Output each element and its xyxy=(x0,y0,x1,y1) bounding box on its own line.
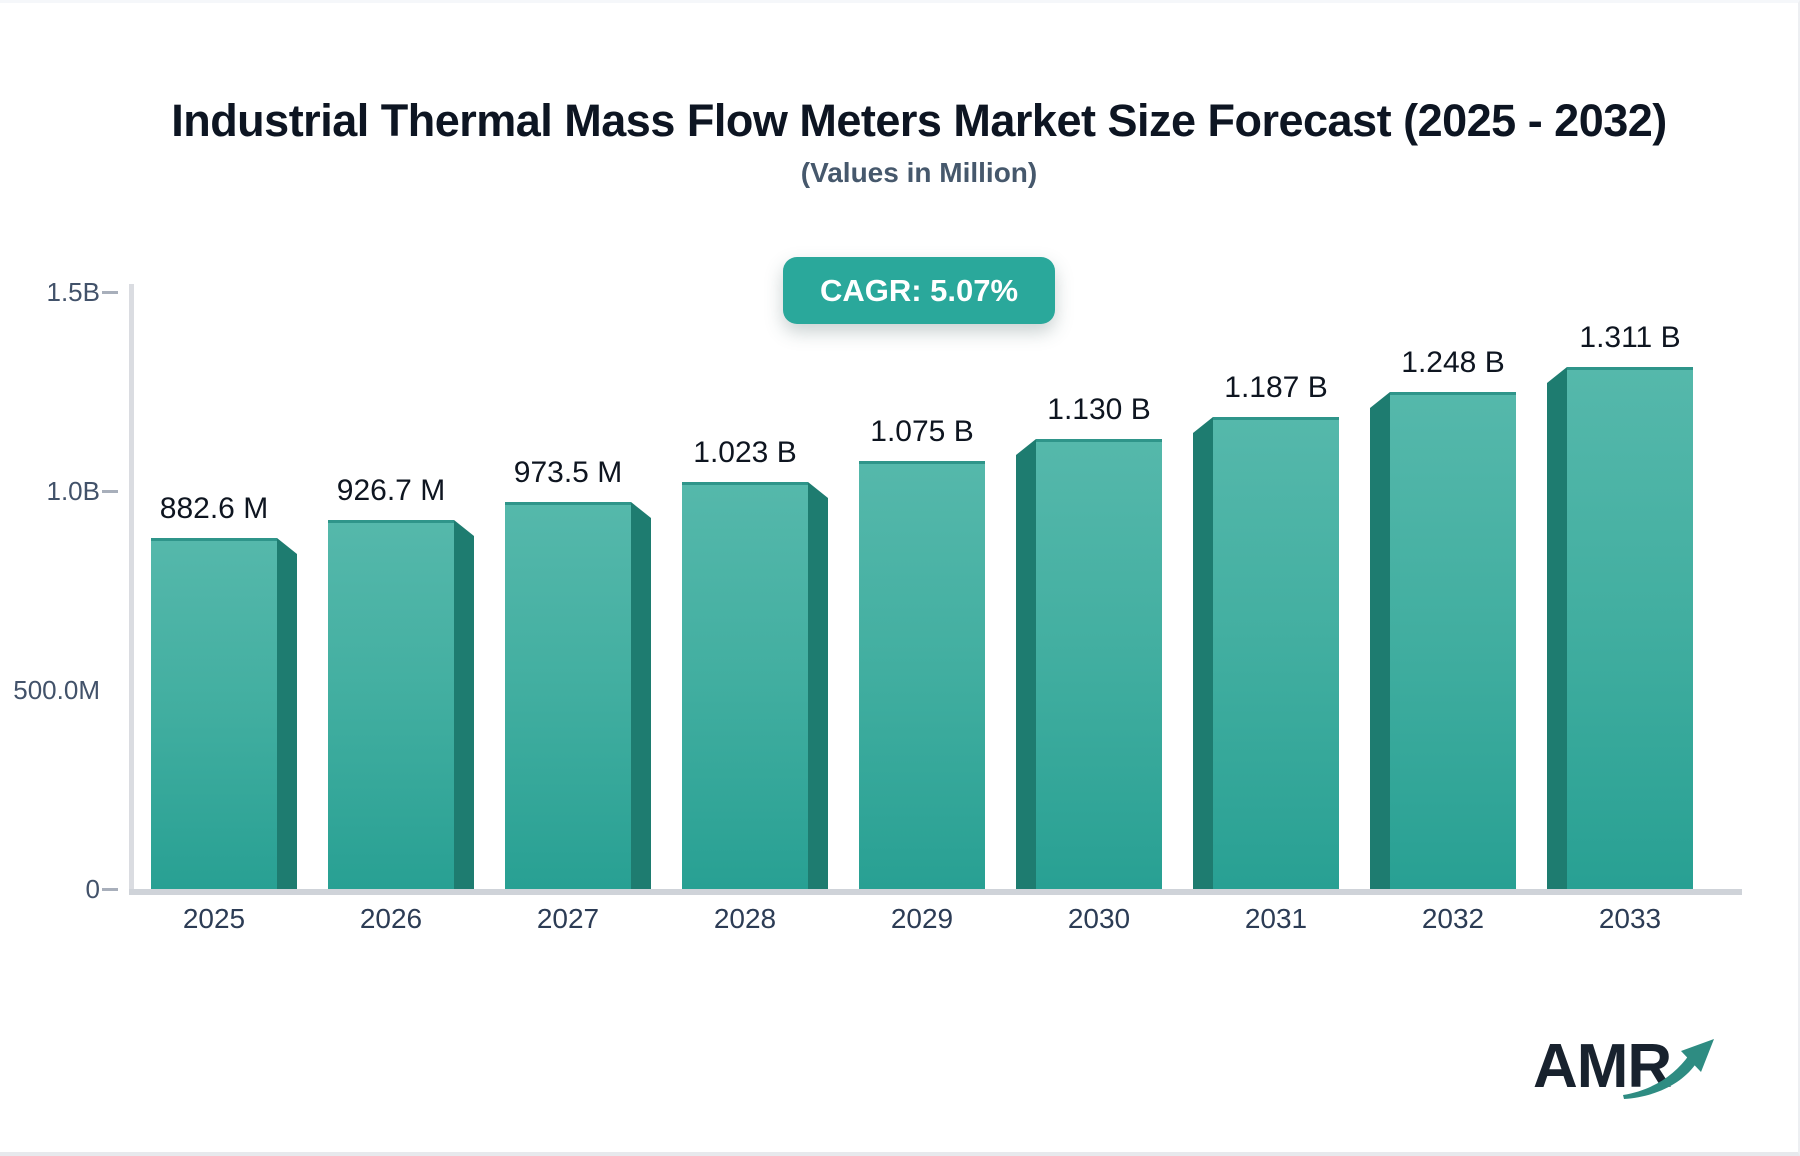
y-axis-line xyxy=(129,284,134,895)
bar-side-2027 xyxy=(631,502,651,889)
x-tick-label-2029: 2029 xyxy=(890,903,954,934)
bar-value-label-2027: 973.5 M xyxy=(513,456,623,489)
bar-2030 xyxy=(1036,439,1162,889)
x-tick-label-2025: 2025 xyxy=(182,903,246,934)
y-tick-label-0: 0 xyxy=(85,874,100,904)
bar-side-2025 xyxy=(277,538,297,889)
x-tick-label-2030: 2030 xyxy=(1067,903,1131,934)
bar-value-label-2026: 926.7 M xyxy=(336,474,446,507)
y-tick-label-1.5B: 1.5B xyxy=(46,277,101,307)
y-tick-dash-1.5B xyxy=(102,291,118,294)
bar-value-label-2031: 1.187 B xyxy=(1224,371,1328,404)
x-axis-baseline xyxy=(129,889,1742,895)
bar-side-2028 xyxy=(808,482,828,889)
bar-side-2033 xyxy=(1547,367,1567,889)
y-tick-label-500.0M: 500.0M xyxy=(13,675,100,705)
y-tick-dash-0 xyxy=(102,888,118,891)
bar-2029 xyxy=(859,461,985,889)
cagr-badge: CAGR: 5.07% xyxy=(782,257,1056,324)
bar-side-2032 xyxy=(1370,392,1390,889)
x-tick-label-2027: 2027 xyxy=(536,903,600,934)
x-tick-label-2028: 2028 xyxy=(713,903,777,934)
bar-2031 xyxy=(1213,417,1339,889)
bar-side-2026 xyxy=(454,520,474,889)
y-tick-dash-1.0B xyxy=(102,490,118,493)
x-tick-label-2032: 2032 xyxy=(1421,903,1485,934)
bar-2033 xyxy=(1567,367,1693,889)
amr-logo: AMR xyxy=(1533,1031,1733,1121)
bar-2025 xyxy=(151,538,277,889)
x-tick-label-2026: 2026 xyxy=(359,903,423,934)
bar-2026 xyxy=(328,520,454,889)
bar-2032 xyxy=(1390,392,1516,889)
x-tick-label-2031: 2031 xyxy=(1244,903,1308,934)
bar-value-label-2025: 882.6 M xyxy=(159,492,269,525)
bar-chart: 1.5B 1.0B 500.0M 0 882.6 M 2025 926.7 M 2026 973… xyxy=(0,3,1798,1152)
growth-arrow-icon xyxy=(1623,1039,1714,1099)
bar-value-label-2028: 1.023 B xyxy=(693,436,797,469)
bar-value-label-2032: 1.248 B xyxy=(1401,346,1505,379)
cagr-badge-row: CAGR: 5.07% xyxy=(40,257,1798,324)
chart-header: Industrial Thermal Mass Flow Meters Mark… xyxy=(40,95,1798,189)
bar-value-label-2030: 1.130 B xyxy=(1047,393,1151,426)
chart-subtitle: (Values in Million) xyxy=(800,157,1038,188)
x-tick-label-2033: 2033 xyxy=(1598,903,1662,934)
y-tick-label-1.0B: 1.0B xyxy=(46,476,101,506)
bar-value-label-2033: 1.311 B xyxy=(1579,321,1681,354)
bar-side-2031 xyxy=(1193,417,1213,889)
bar-value-label-2029: 1.075 B xyxy=(870,415,974,448)
bar-2027 xyxy=(505,502,631,889)
chart-title: Industrial Thermal Mass Flow Meters Mark… xyxy=(171,95,1667,146)
bar-2028 xyxy=(682,482,808,889)
bar-side-2030 xyxy=(1016,439,1036,889)
